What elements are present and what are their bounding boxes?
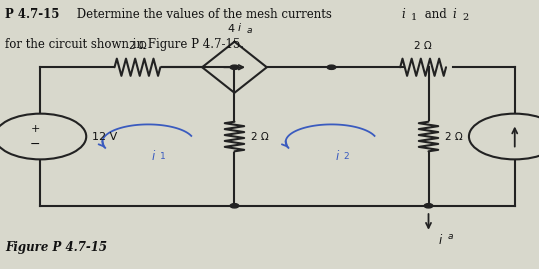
Circle shape (424, 204, 433, 208)
Text: 1: 1 (161, 152, 166, 161)
Text: a: a (246, 26, 252, 35)
Text: 1: 1 (411, 13, 417, 22)
Text: 2 Ω: 2 Ω (129, 41, 146, 51)
Text: i: i (453, 8, 457, 21)
Text: −: − (30, 137, 40, 151)
Text: Figure P 4.7-15: Figure P 4.7-15 (5, 241, 107, 254)
Circle shape (327, 65, 336, 69)
Text: i: i (152, 150, 155, 163)
Text: 2: 2 (462, 13, 468, 22)
Text: 4: 4 (227, 24, 234, 34)
Text: i: i (438, 234, 441, 247)
Text: i: i (237, 23, 240, 33)
Text: +: + (30, 124, 40, 134)
Text: a: a (447, 232, 453, 241)
Text: 2 Ω: 2 Ω (414, 41, 432, 51)
Text: 12 V: 12 V (92, 132, 117, 141)
Text: Determine the values of the mesh currents: Determine the values of the mesh current… (73, 8, 335, 21)
Text: 2: 2 (344, 152, 349, 161)
Circle shape (230, 65, 239, 69)
Circle shape (230, 204, 239, 208)
Text: for the circuit shown in Figure P 4.7-15.: for the circuit shown in Figure P 4.7-15… (5, 38, 245, 51)
Text: 2 Ω: 2 Ω (251, 132, 268, 141)
Text: and: and (421, 8, 451, 21)
Text: P 4.7-15: P 4.7-15 (5, 8, 60, 21)
Text: i: i (402, 8, 405, 21)
Text: 2 Ω: 2 Ω (445, 132, 462, 141)
Text: i: i (335, 150, 338, 163)
